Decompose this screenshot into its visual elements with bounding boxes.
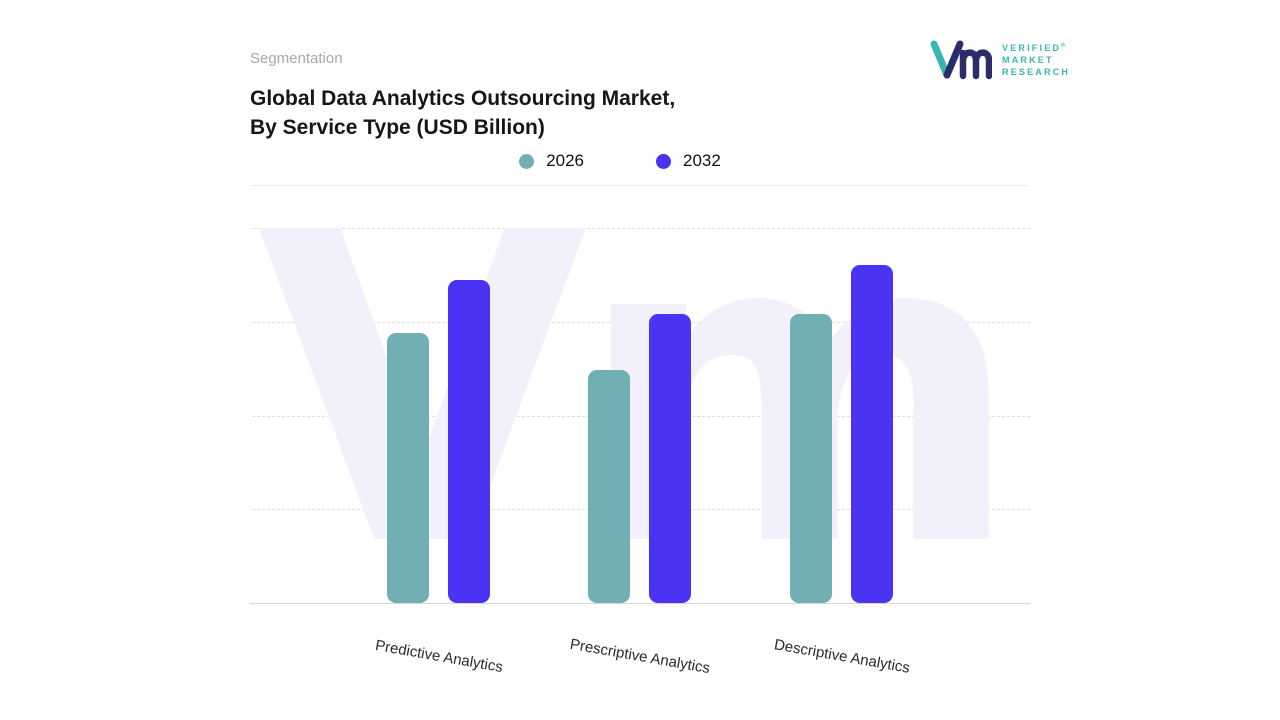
bar-2026-predictive-analytics bbox=[387, 333, 429, 603]
legend-dot-2032 bbox=[656, 153, 671, 169]
chart-title-line2: By Service Type (USD Billion) bbox=[250, 116, 545, 139]
gridline bbox=[252, 509, 1030, 510]
gridline bbox=[252, 228, 1030, 229]
vmr-watermark: Vm bbox=[256, 228, 1023, 603]
legend-item-2026: 2026 bbox=[519, 151, 584, 171]
category-label-predictive-analytics: Predictive Analytics bbox=[373, 636, 504, 677]
brand-line-market: MARKET bbox=[1002, 55, 1054, 65]
category-label-prescriptive-analytics: Prescriptive Analytics bbox=[568, 635, 711, 678]
bar-2026-descriptive-analytics bbox=[790, 314, 832, 603]
segmentation-label: Segmentation bbox=[250, 50, 343, 67]
legend-dot-2026 bbox=[519, 153, 535, 169]
watermark-layer: Vm bbox=[250, 228, 1030, 603]
gridline bbox=[252, 322, 1030, 323]
category-label-descriptive-analytics: Descriptive Analytics bbox=[772, 636, 911, 677]
brand-line-research: RESEARCH bbox=[1002, 67, 1071, 77]
brand-text: VERIFIED® MARKET RESEARCH bbox=[1002, 41, 1070, 77]
legend-label-2026: 2026 bbox=[546, 151, 584, 170]
gridline bbox=[252, 416, 1030, 417]
chart-legend: 2026 2032 bbox=[250, 151, 990, 171]
legend-label-2032: 2032 bbox=[683, 151, 721, 170]
registered-mark: ® bbox=[1061, 43, 1066, 49]
header-divider bbox=[250, 185, 1028, 186]
bar-2032-prescriptive-analytics bbox=[649, 314, 691, 603]
bar-2032-predictive-analytics bbox=[448, 280, 490, 603]
plot-area: Vm Predictive Analytics Prescriptive Anal… bbox=[250, 228, 1030, 677]
bar-2032-descriptive-analytics bbox=[851, 265, 893, 603]
brand-line-verified: VERIFIED® bbox=[1002, 43, 1066, 53]
chart-title: Global Data Analytics Outsourcing Market… bbox=[250, 84, 675, 142]
chart-title-line1: Global Data Analytics Outsourcing Market… bbox=[250, 87, 676, 110]
bar-2026-prescriptive-analytics bbox=[588, 370, 630, 603]
brand-logo: VERIFIED® MARKET RESEARCH bbox=[930, 38, 1070, 80]
legend-item-2032: 2032 bbox=[656, 151, 721, 171]
vmr-mark-icon bbox=[930, 40, 992, 80]
x-axis-line bbox=[250, 603, 1030, 604]
